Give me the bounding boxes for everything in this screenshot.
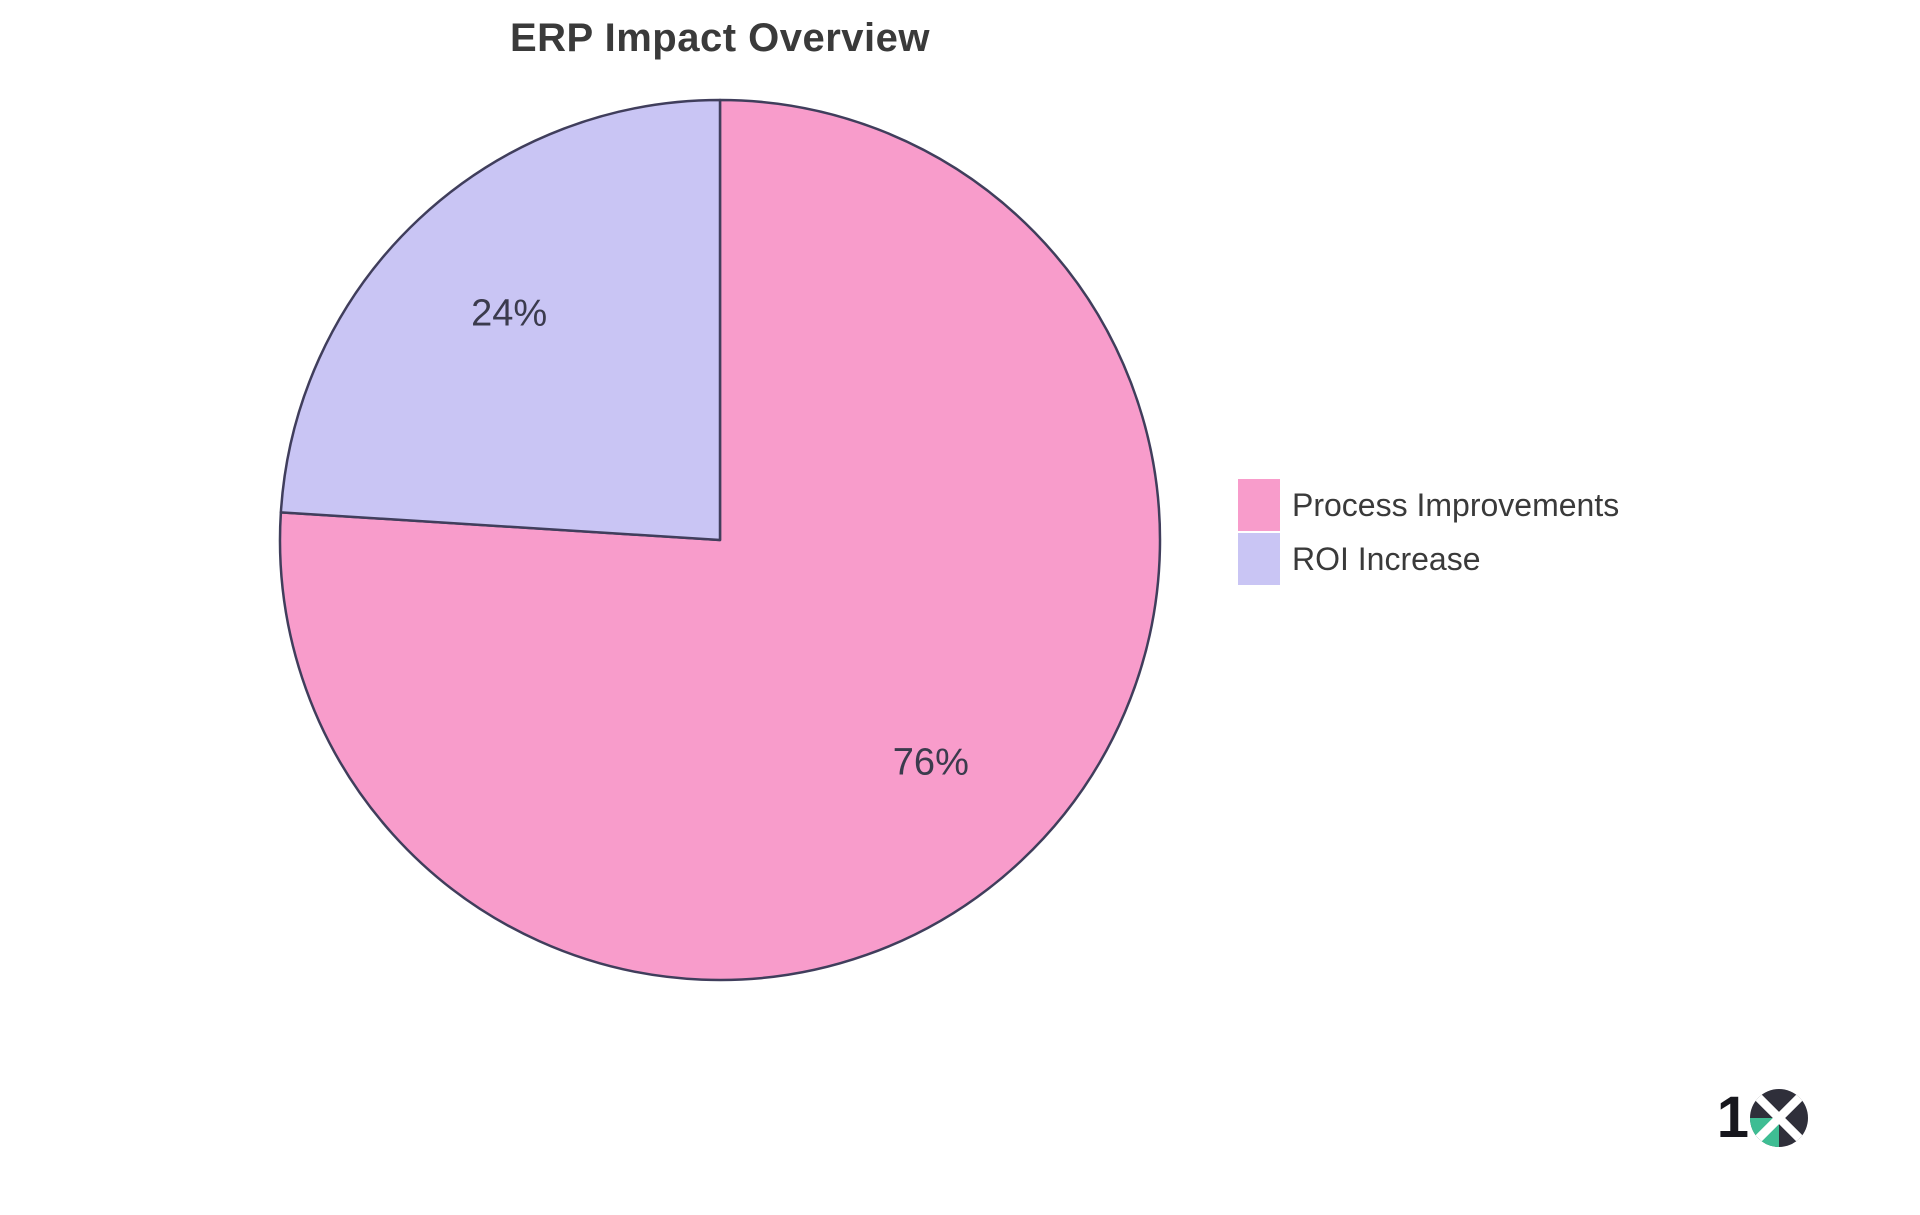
watermark-logo: 1 (1717, 1089, 1808, 1147)
chart-title: ERP Impact Overview (509, 16, 931, 60)
legend: Process Improvements ROI Increase (1238, 478, 1619, 586)
pie-slice-roi-increase[interactable] (279, 98, 722, 542)
circle-x-icon (1750, 1089, 1808, 1147)
logo-digit: 1 (1716, 1085, 1749, 1150)
legend-item-process-improvements[interactable]: Process Improvements (1238, 478, 1619, 532)
legend-label-process-improvements: Process Improvements (1292, 486, 1620, 523)
legend-label-roi-increase: ROI Increase (1292, 540, 1481, 577)
legend-swatch-process-improvements (1238, 479, 1280, 531)
legend-swatch-roi-increase (1238, 533, 1280, 585)
legend-item-roi-increase[interactable]: ROI Increase (1238, 532, 1619, 586)
